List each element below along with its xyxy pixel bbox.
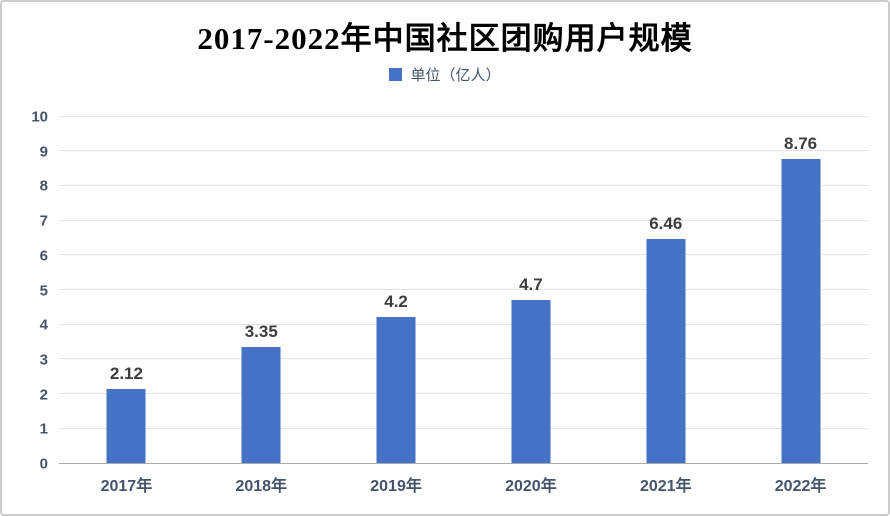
- y-tick-label: 5: [39, 282, 48, 299]
- y-gridline: [59, 219, 868, 221]
- y-tick-label: 6: [39, 247, 48, 265]
- bar-value-label: 6.46: [649, 213, 683, 233]
- x-tick-label: 2020年: [505, 478, 557, 495]
- bar: [781, 159, 821, 463]
- y-gridline: [59, 289, 868, 290]
- bar-slot: 4.7: [464, 116, 599, 463]
- y-tick-label: 3: [39, 351, 48, 369]
- legend-swatch-icon: [389, 68, 403, 81]
- x-axis-line: [59, 462, 868, 464]
- x-tick-label: 2022年: [774, 478, 827, 495]
- y-gridline: [59, 150, 868, 152]
- plot-area: 0 1 2 3 4 5 6 7 8 9 10 2.12 3.35 4.2 4.7 6.46 8.76: [31, 110, 868, 472]
- bar-value-label: 4.2: [384, 292, 408, 312]
- bar: [646, 238, 686, 463]
- x-tick-label: 2021年: [639, 478, 692, 495]
- bar-slot: 8.76: [733, 116, 868, 463]
- y-gridline: [59, 115, 868, 117]
- x-tick-label: 2018年: [235, 478, 288, 495]
- legend: 单位（亿人）: [0, 64, 890, 85]
- bar-slot: 2.12: [59, 116, 194, 463]
- bar-value-label: 3.35: [244, 321, 278, 341]
- y-gridline: [59, 323, 868, 325]
- y-gridline: [59, 427, 868, 429]
- y-tick-label: 4: [39, 316, 48, 334]
- x-axis: 2017年 2018年 2019年 2020年 2021年 2022年: [59, 475, 868, 499]
- y-gridline: [59, 358, 868, 360]
- bar: [376, 317, 416, 463]
- x-tick-label: 2017年: [100, 478, 153, 495]
- bar-slot: 3.35: [194, 116, 329, 463]
- bar-slot: 6.46: [598, 116, 733, 463]
- y-gridline: [59, 254, 868, 256]
- chart-title: 2017-2022年中国社区团购用户规模: [197, 21, 693, 56]
- y-tick-label: 9: [39, 143, 48, 161]
- bar-slot: 4.2: [329, 116, 464, 463]
- bar-value-label: 4.7: [519, 274, 543, 294]
- y-tick-label: 8: [39, 177, 48, 195]
- bar-value-label: 2.12: [109, 364, 143, 384]
- y-tick-label: 0: [39, 455, 48, 473]
- bar: [511, 299, 551, 463]
- x-tick-label: 2019年: [370, 478, 422, 495]
- bar: [106, 389, 146, 463]
- bar: [241, 346, 281, 463]
- y-tick-label: 2: [39, 386, 48, 404]
- y-tick-label: 10: [31, 108, 48, 126]
- y-gridline: [59, 184, 868, 186]
- y-gridline: [59, 393, 868, 395]
- y-tick-label: 1: [39, 420, 48, 438]
- y-tick-label: 7: [39, 212, 48, 230]
- legend-label: 单位（亿人）: [410, 67, 501, 84]
- bar-value-label: 8.76: [784, 134, 818, 154]
